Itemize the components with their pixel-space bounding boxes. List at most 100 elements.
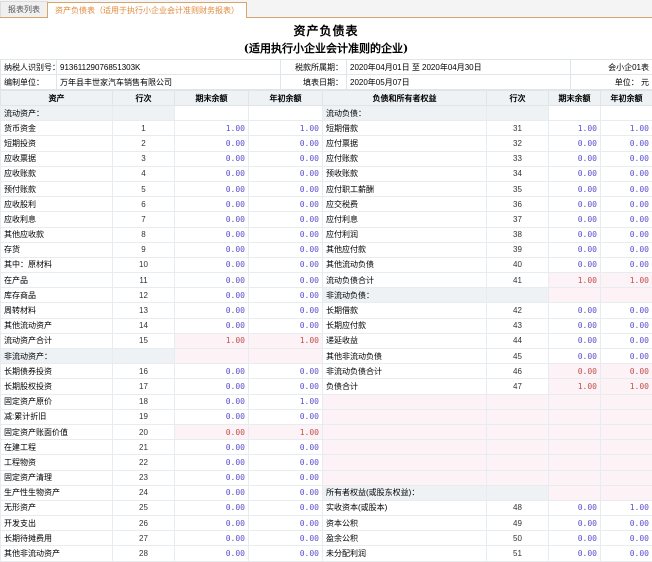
liability-row-begin-balance[interactable]: 1.00 [601, 273, 652, 288]
liability-row-begin-balance[interactable]: 1.00 [601, 500, 652, 515]
liability-row-begin-balance[interactable] [601, 440, 652, 455]
tab-report-list[interactable]: 报表列表 [0, 1, 48, 17]
asset-row-begin-balance[interactable]: 0.00 [249, 531, 323, 546]
asset-row-end-balance[interactable]: 0.00 [175, 546, 249, 561]
asset-row-end-balance[interactable]: 0.00 [175, 197, 249, 212]
taxpayer-id-value[interactable]: 91361129076851303K [57, 60, 281, 75]
liability-row-end-balance[interactable]: 0.00 [549, 333, 601, 348]
asset-row-begin-balance[interactable]: 0.00 [249, 516, 323, 531]
asset-row-begin-balance[interactable]: 0.00 [249, 136, 323, 151]
liability-row-begin-balance[interactable]: 1.00 [601, 379, 652, 394]
liability-row-begin-balance[interactable]: 0.00 [601, 181, 652, 196]
asset-row-end-balance[interactable]: 1.00 [175, 333, 249, 348]
liability-row-end-balance[interactable] [549, 106, 601, 121]
liability-row-begin-balance[interactable]: 0.00 [601, 516, 652, 531]
fill-date-value[interactable]: 2020年05月07日 [347, 75, 571, 90]
asset-row-begin-balance[interactable]: 0.00 [249, 273, 323, 288]
asset-row-end-balance[interactable]: 0.00 [175, 485, 249, 500]
asset-row-end-balance[interactable] [175, 106, 249, 121]
asset-row-begin-balance[interactable] [249, 106, 323, 121]
asset-row-end-balance[interactable]: 0.00 [175, 455, 249, 470]
liability-row-begin-balance[interactable] [601, 288, 652, 303]
asset-row-end-balance[interactable]: 0.00 [175, 181, 249, 196]
asset-row-begin-balance[interactable]: 1.00 [249, 394, 323, 409]
liability-row-begin-balance[interactable]: 0.00 [601, 212, 652, 227]
liability-row-begin-balance[interactable] [601, 394, 652, 409]
liability-row-end-balance[interactable]: 0.00 [549, 257, 601, 272]
liability-row-end-balance[interactable]: 0.00 [549, 500, 601, 515]
liability-row-end-balance[interactable] [549, 455, 601, 470]
liability-row-begin-balance[interactable]: 0.00 [601, 364, 652, 379]
unit-value[interactable]: 万年县丰世家汽车销售有限公司 [57, 75, 281, 90]
asset-row-begin-balance[interactable]: 0.00 [249, 303, 323, 318]
liability-row-end-balance[interactable]: 0.00 [549, 242, 601, 257]
liability-row-end-balance[interactable]: 0.00 [549, 181, 601, 196]
liability-row-end-balance[interactable]: 0.00 [549, 531, 601, 546]
asset-row-begin-balance[interactable]: 0.00 [249, 197, 323, 212]
asset-row-end-balance[interactable]: 0.00 [175, 166, 249, 181]
asset-row-end-balance[interactable]: 0.00 [175, 409, 249, 424]
asset-row-end-balance[interactable]: 0.00 [175, 531, 249, 546]
asset-row-begin-balance[interactable]: 0.00 [249, 288, 323, 303]
asset-row-end-balance[interactable]: 0.00 [175, 318, 249, 333]
liability-row-begin-balance[interactable]: 0.00 [601, 531, 652, 546]
liability-row-end-balance[interactable] [549, 470, 601, 485]
liability-row-end-balance[interactable]: 0.00 [549, 151, 601, 166]
liability-row-end-balance[interactable] [549, 440, 601, 455]
liability-row-begin-balance[interactable] [601, 409, 652, 424]
liability-row-begin-balance[interactable]: 0.00 [601, 318, 652, 333]
liability-row-begin-balance[interactable]: 0.00 [601, 166, 652, 181]
asset-row-end-balance[interactable]: 0.00 [175, 242, 249, 257]
asset-row-end-balance[interactable]: 0.00 [175, 288, 249, 303]
asset-row-begin-balance[interactable]: 1.00 [249, 121, 323, 136]
liability-row-begin-balance[interactable]: 0.00 [601, 257, 652, 272]
liability-row-end-balance[interactable]: 0.00 [549, 303, 601, 318]
liability-row-end-balance[interactable]: 0.00 [549, 136, 601, 151]
liability-row-begin-balance[interactable]: 0.00 [601, 151, 652, 166]
asset-row-begin-balance[interactable]: 0.00 [249, 166, 323, 181]
asset-row-end-balance[interactable]: 0.00 [175, 470, 249, 485]
liability-row-end-balance[interactable] [549, 394, 601, 409]
liability-row-begin-balance[interactable]: 0.00 [601, 242, 652, 257]
asset-row-begin-balance[interactable]: 0.00 [249, 455, 323, 470]
asset-row-begin-balance[interactable]: 1.00 [249, 333, 323, 348]
liability-row-begin-balance[interactable]: 0.00 [601, 227, 652, 242]
period-value[interactable]: 2020年04月01日 至 2020年04月30日 [347, 60, 571, 75]
asset-row-begin-balance[interactable]: 0.00 [249, 257, 323, 272]
asset-row-begin-balance[interactable]: 0.00 [249, 379, 323, 394]
asset-row-begin-balance[interactable]: 0.00 [249, 364, 323, 379]
asset-row-begin-balance[interactable]: 0.00 [249, 227, 323, 242]
liability-row-end-balance[interactable]: 0.00 [549, 227, 601, 242]
asset-row-end-balance[interactable]: 0.00 [175, 379, 249, 394]
liability-row-begin-balance[interactable] [601, 455, 652, 470]
asset-row-begin-balance[interactable]: 0.00 [249, 181, 323, 196]
liability-row-end-balance[interactable] [549, 485, 601, 500]
liability-row-end-balance[interactable]: 0.00 [549, 318, 601, 333]
asset-row-begin-balance[interactable]: 0.00 [249, 500, 323, 515]
liability-row-begin-balance[interactable]: 1.00 [601, 121, 652, 136]
liability-row-begin-balance[interactable]: 0.00 [601, 136, 652, 151]
liability-row-begin-balance[interactable]: 0.00 [601, 546, 652, 561]
asset-row-begin-balance[interactable]: 0.00 [249, 212, 323, 227]
asset-row-begin-balance[interactable]: 0.00 [249, 242, 323, 257]
liability-row-end-balance[interactable] [549, 409, 601, 424]
liability-row-begin-balance[interactable] [601, 424, 652, 439]
liability-row-begin-balance[interactable] [601, 106, 652, 121]
asset-row-end-balance[interactable]: 0.00 [175, 212, 249, 227]
liability-row-end-balance[interactable]: 0.00 [549, 197, 601, 212]
liability-row-begin-balance[interactable]: 0.00 [601, 333, 652, 348]
asset-row-begin-balance[interactable]: 0.00 [249, 409, 323, 424]
asset-row-begin-balance[interactable]: 0.00 [249, 151, 323, 166]
asset-row-end-balance[interactable]: 0.00 [175, 303, 249, 318]
asset-row-begin-balance[interactable]: 0.00 [249, 318, 323, 333]
liability-row-begin-balance[interactable] [601, 485, 652, 500]
asset-row-end-balance[interactable]: 0.00 [175, 440, 249, 455]
asset-row-end-balance[interactable]: 1.00 [175, 121, 249, 136]
liability-row-end-balance[interactable]: 0.00 [549, 166, 601, 181]
asset-row-end-balance[interactable]: 0.00 [175, 364, 249, 379]
asset-row-end-balance[interactable]: 0.00 [175, 136, 249, 151]
asset-row-end-balance[interactable]: 0.00 [175, 257, 249, 272]
liability-row-end-balance[interactable]: 0.00 [549, 516, 601, 531]
liability-row-end-balance[interactable]: 0.00 [549, 212, 601, 227]
asset-row-end-balance[interactable]: 0.00 [175, 151, 249, 166]
